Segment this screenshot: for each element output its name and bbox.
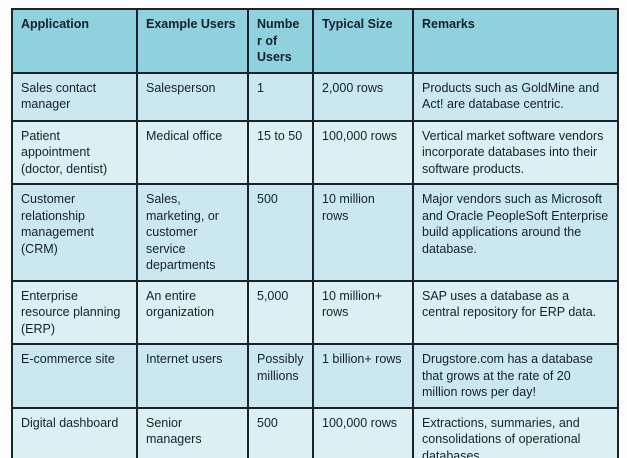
cell-remarks: Extractions, summaries, and consolidatio… bbox=[412, 406, 619, 458]
cell-number-of-users: 1 bbox=[247, 71, 314, 122]
cell-typical-size: 2,000 rows bbox=[312, 71, 414, 122]
cell-remarks: Products such as GoldMine and Act! are d… bbox=[412, 71, 619, 122]
cell-number-of-users: 500 bbox=[247, 183, 314, 282]
cell-example-users: Internet users bbox=[136, 343, 249, 409]
column-header-number-of-users: Number of Users bbox=[247, 8, 314, 74]
table-row-sales-contact-manager: Sales contact manager Salesperson 1 2,00… bbox=[11, 71, 619, 122]
cell-typical-size: 10 million rows bbox=[312, 183, 414, 282]
column-header-remarks: Remarks bbox=[412, 8, 619, 74]
cell-example-users: Salesperson bbox=[136, 71, 249, 122]
table-row-patient-appointment: Patient appointment (doctor, dentist) Me… bbox=[11, 119, 619, 185]
column-header-application: Application bbox=[11, 8, 138, 74]
cell-number-of-users: Possibly millions bbox=[247, 343, 314, 409]
cell-application: Customer relationship management (CRM) bbox=[11, 183, 138, 282]
table-row-digital-dashboard: Digital dashboard Senior managers 500 10… bbox=[11, 406, 619, 458]
cell-remarks: Vertical market software vendors incorpo… bbox=[412, 119, 619, 185]
cell-application: Digital dashboard bbox=[11, 406, 138, 458]
table-row-crm: Customer relationship management (CRM) S… bbox=[11, 183, 619, 282]
cell-remarks: Major vendors such as Microsoft and Orac… bbox=[412, 183, 619, 282]
cell-number-of-users: 15 to 50 bbox=[247, 119, 314, 185]
cell-example-users: An entire organization bbox=[136, 279, 249, 345]
cell-application: Patient appointment (doctor, dentist) bbox=[11, 119, 138, 185]
cell-example-users: Medical office bbox=[136, 119, 249, 185]
table-row-ecommerce-site: E-commerce site Internet users Possibly … bbox=[11, 343, 619, 409]
cell-remarks: SAP uses a database as a central reposit… bbox=[412, 279, 619, 345]
cell-remarks: Drugstore.com has a database that grows … bbox=[412, 343, 619, 409]
cell-application: Enterprise resource planning (ERP) bbox=[11, 279, 138, 345]
cell-application: Sales contact manager bbox=[11, 71, 138, 122]
header-row: Application Example Users Number of User… bbox=[11, 8, 619, 74]
table-row-erp: Enterprise resource planning (ERP) An en… bbox=[11, 279, 619, 345]
cell-example-users: Senior managers bbox=[136, 406, 249, 458]
database-applications-table: Application Example Users Number of User… bbox=[11, 8, 619, 458]
cell-typical-size: 100,000 rows bbox=[312, 406, 414, 458]
column-header-typical-size: Typical Size bbox=[312, 8, 414, 74]
cell-number-of-users: 500 bbox=[247, 406, 314, 458]
cell-example-users: Sales, marketing, or customer service de… bbox=[136, 183, 249, 282]
cell-application: E-commerce site bbox=[11, 343, 138, 409]
cell-typical-size: 10 million+ rows bbox=[312, 279, 414, 345]
cell-number-of-users: 5,000 bbox=[247, 279, 314, 345]
cell-typical-size: 100,000 rows bbox=[312, 119, 414, 185]
cell-typical-size: 1 billion+ rows bbox=[312, 343, 414, 409]
column-header-example-users: Example Users bbox=[136, 8, 249, 74]
